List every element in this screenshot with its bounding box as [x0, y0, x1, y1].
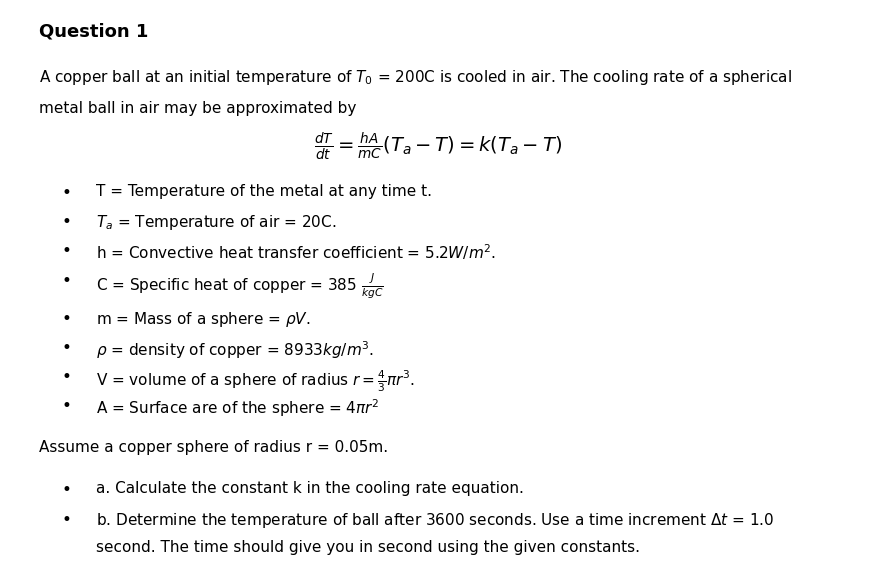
- Text: a. Calculate the constant k in the cooling rate equation.: a. Calculate the constant k in the cooli…: [96, 481, 524, 496]
- Text: m = Mass of a sphere = $\rho V$.: m = Mass of a sphere = $\rho V$.: [96, 310, 311, 329]
- Text: •: •: [61, 310, 71, 328]
- Text: b. Determine the temperature of ball after 3600 seconds. Use a time increment $\: b. Determine the temperature of ball aft…: [96, 511, 774, 530]
- Text: $T_a$ = Temperature of air = 20C.: $T_a$ = Temperature of air = 20C.: [96, 213, 336, 232]
- Text: Question 1: Question 1: [39, 22, 149, 40]
- Text: second. The time should give you in second using the given constants.: second. The time should give you in seco…: [96, 540, 640, 555]
- Text: •: •: [61, 397, 71, 415]
- Text: A = Surface are of the sphere = $4\pi r^2$: A = Surface are of the sphere = $4\pi r^…: [96, 397, 380, 419]
- Text: •: •: [61, 272, 71, 289]
- Text: C = Specific heat of copper = 385 $\frac{J}{kgC}$: C = Specific heat of copper = 385 $\frac…: [96, 272, 384, 301]
- Text: •: •: [61, 339, 71, 357]
- Text: metal ball in air may be approximated by: metal ball in air may be approximated by: [39, 101, 357, 116]
- Text: •: •: [61, 368, 71, 386]
- Text: •: •: [61, 511, 71, 528]
- Text: A copper ball at an initial temperature of $T_0$ = 200C is cooled in air. The co: A copper ball at an initial temperature …: [39, 68, 793, 88]
- Text: •: •: [61, 184, 71, 202]
- Text: V = volume of a sphere of radius $r = \frac{4}{3}\pi r^3$.: V = volume of a sphere of radius $r = \f…: [96, 368, 415, 394]
- Text: $\frac{dT}{dt} = \frac{hA}{mC}(T_a - T) = k(T_a - T)$: $\frac{dT}{dt} = \frac{hA}{mC}(T_a - T) …: [314, 131, 562, 163]
- Text: •: •: [61, 213, 71, 231]
- Text: T = Temperature of the metal at any time t.: T = Temperature of the metal at any time…: [96, 184, 433, 199]
- Text: •: •: [61, 242, 71, 260]
- Text: Assume a copper sphere of radius r = 0.05m.: Assume a copper sphere of radius r = 0.0…: [39, 440, 389, 456]
- Text: $\rho$ = density of copper = 8933$kg/m^3$.: $\rho$ = density of copper = 8933$kg/m^3…: [96, 339, 375, 361]
- Text: •: •: [61, 481, 71, 499]
- Text: h = Convective heat transfer coefficient = 5.2$W/m^2$.: h = Convective heat transfer coefficient…: [96, 242, 497, 262]
